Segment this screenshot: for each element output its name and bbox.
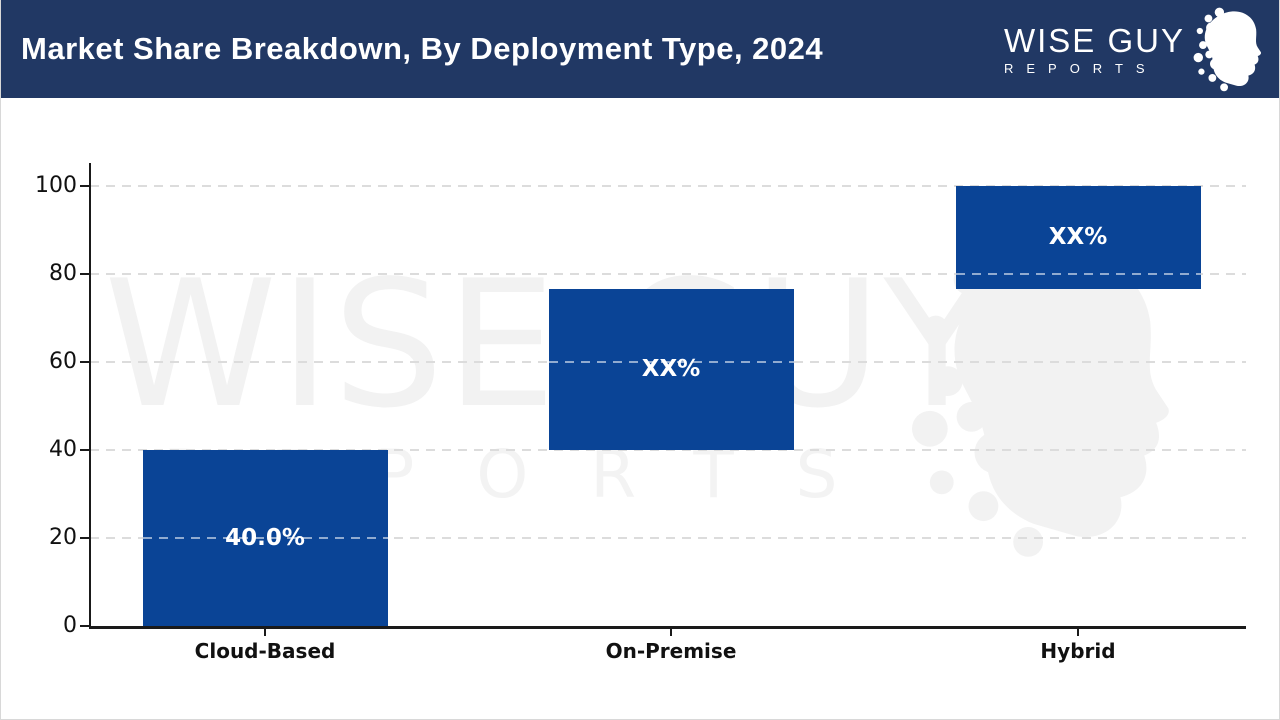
bar-gridline-overlay [142,537,388,539]
y-tick-label-0: 0 [63,613,77,638]
gridline-100 [90,185,1246,187]
brand-name: WISE GUY [1003,21,1185,59]
gridline-20 [90,537,1246,539]
gridline-40 [90,449,1246,451]
y-tickmark-0 [80,625,90,627]
bar-on-premise: XX% [548,288,794,450]
bar-value-label: 40.0% [225,525,305,551]
x-tickmark-2 [1077,627,1079,636]
bar-gridline-overlay [548,360,794,363]
x-tickmark-1 [670,627,672,636]
watermark-face-icon [911,238,1169,557]
bar-value-label: XX% [641,356,701,383]
x-category-label-1: On-Premise [605,639,737,663]
y-tick-label-60: 60 [49,349,77,374]
y-axis-line [89,163,91,628]
x-tickmark-0 [264,627,266,636]
y-tickmark-40 [80,449,90,451]
gridline-80 [90,273,1246,275]
y-tickmark-100 [80,185,90,187]
x-axis-line [89,626,1246,629]
y-tick-label-40: 40 [49,437,77,462]
bar-gridline-overlay [955,273,1201,275]
x-category-label-2: Hybrid [1040,639,1116,663]
page-title: Market Share Breakdown, By Deployment Ty… [21,31,824,66]
brand-logo: WISE GUY REPORTS [1004,6,1267,92]
y-tickmark-20 [80,537,90,539]
brand-subname: REPORTS [1003,60,1158,76]
y-tick-label-20: 20 [49,525,77,550]
y-tick-label-100: 100 [35,173,77,198]
header-bar: Market Share Breakdown, By Deployment Ty… [1,0,1279,98]
brand-text: WISE GUY REPORTS [1004,24,1185,75]
bar-value-label: XX% [1048,224,1108,251]
y-tickmark-80 [80,273,90,275]
y-tick-label-80: 80 [49,261,77,286]
brand-face-icon [1193,7,1262,92]
x-category-label-0: Cloud-Based [194,639,336,663]
bar-cloud-based: 40.0% [142,450,388,626]
watermark-brand-text: WISE GUY [104,244,993,447]
y-tickmark-60 [80,361,90,363]
bar-hybrid: XX% [955,186,1201,289]
